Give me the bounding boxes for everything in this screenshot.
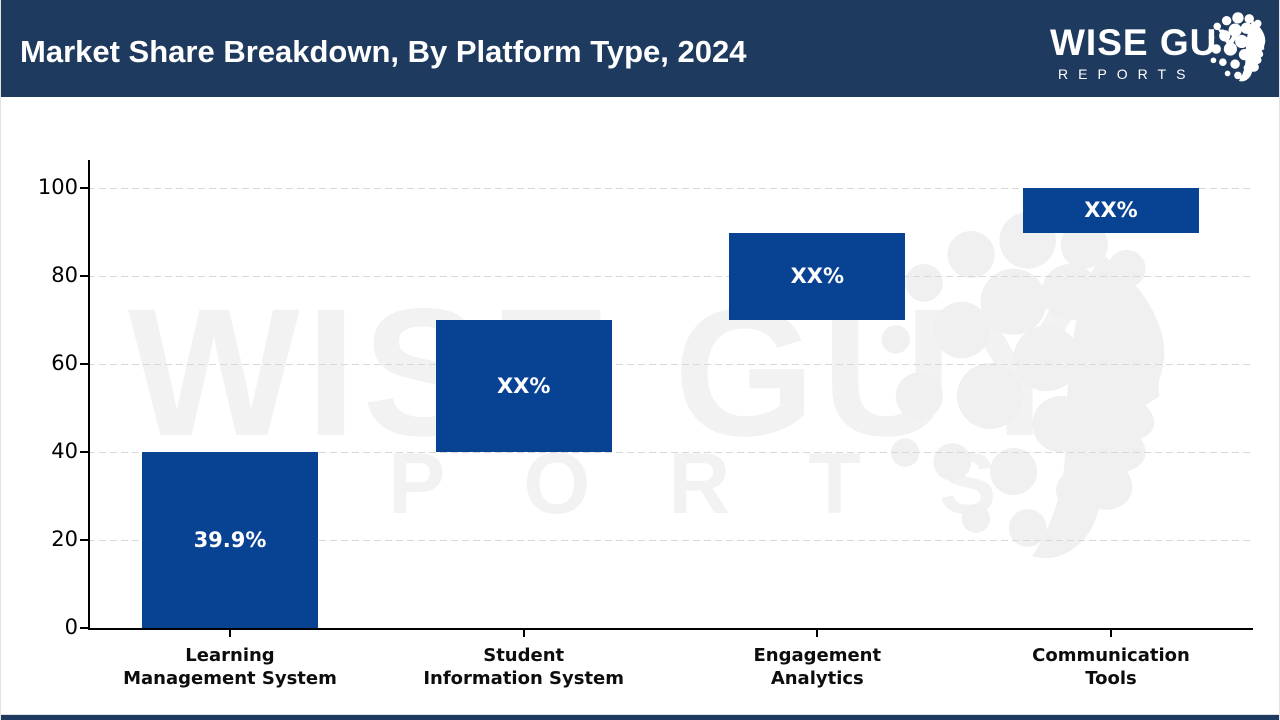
x-axis-label-line: Tools bbox=[1085, 668, 1137, 690]
x-axis-label-line: Information System bbox=[423, 668, 625, 690]
bar-value-label: XX% bbox=[1084, 198, 1138, 223]
header-banner: Market Share Breakdown, By Platform Type… bbox=[0, 0, 1280, 97]
x-axis-label-line: Engagement bbox=[753, 645, 882, 666]
y-axis-tick bbox=[80, 363, 88, 365]
gridline bbox=[88, 363, 1253, 365]
bar-value-label: 39.9% bbox=[193, 528, 267, 552]
footer-accent-bar bbox=[0, 714, 1280, 720]
gridline bbox=[88, 275, 1253, 277]
gridline bbox=[88, 539, 1253, 541]
logo-tagline-text: REPORTS bbox=[1058, 66, 1196, 82]
y-tick-label: 40 bbox=[51, 439, 78, 463]
x-axis-tick bbox=[522, 630, 525, 637]
bar-value-label: XX% bbox=[496, 374, 551, 398]
x-axis-tick bbox=[229, 630, 231, 637]
chart-title: Market Share Breakdown, By Platform Type… bbox=[20, 34, 747, 69]
y-axis-line bbox=[88, 160, 90, 630]
y-tick-label: 60 bbox=[51, 351, 78, 375]
y-tick-label: 0 bbox=[64, 615, 78, 639]
x-axis-label-line: Student bbox=[483, 645, 565, 666]
bar-segment: 39.9% bbox=[142, 452, 318, 628]
wise-guy-reports-logo: WISE GUY REPORTS bbox=[1014, 6, 1270, 92]
x-axis-label: Engagement Analytics bbox=[667, 644, 967, 691]
bar-segment: XX% bbox=[729, 232, 906, 320]
x-axis-tick bbox=[1110, 630, 1112, 637]
x-axis-tick bbox=[816, 630, 819, 637]
y-tick-label: 20 bbox=[51, 527, 78, 551]
y-axis-tick bbox=[80, 275, 88, 277]
x-axis-label-line: Analytics bbox=[770, 668, 864, 690]
gridline bbox=[88, 187, 1253, 189]
x-axis-label: Learning Management System bbox=[80, 644, 380, 691]
x-axis-line bbox=[88, 628, 1253, 630]
y-tick-label: 100 bbox=[37, 175, 78, 199]
y-axis-tick bbox=[80, 539, 88, 541]
bar-segment: XX% bbox=[1023, 188, 1199, 233]
y-axis-tick bbox=[80, 627, 88, 629]
page-border-left bbox=[0, 0, 1, 720]
y-axis-tick bbox=[80, 451, 88, 453]
x-axis-label-line: Learning bbox=[185, 645, 275, 666]
y-tick-label: 80 bbox=[51, 263, 78, 287]
dotted-head-logo-icon bbox=[1204, 10, 1270, 88]
bar-segment: XX% bbox=[435, 320, 612, 452]
x-axis-label: Communication Tools bbox=[961, 644, 1261, 691]
logo-name-text: WISE GUY bbox=[1050, 22, 1244, 63]
x-axis-label: Student Information System bbox=[374, 644, 674, 691]
x-axis-label-line: Communication bbox=[1032, 645, 1190, 666]
waterfall-chart: WISE GUY PORTS 0 20 40 60 80 100 39.9% Learning… bbox=[0, 97, 1280, 715]
gridline bbox=[88, 451, 1253, 453]
x-axis-label-line: Management System bbox=[123, 668, 337, 690]
bar-value-label: XX% bbox=[790, 264, 845, 289]
y-axis-tick bbox=[80, 187, 88, 189]
watermark-head-icon bbox=[858, 205, 1188, 587]
